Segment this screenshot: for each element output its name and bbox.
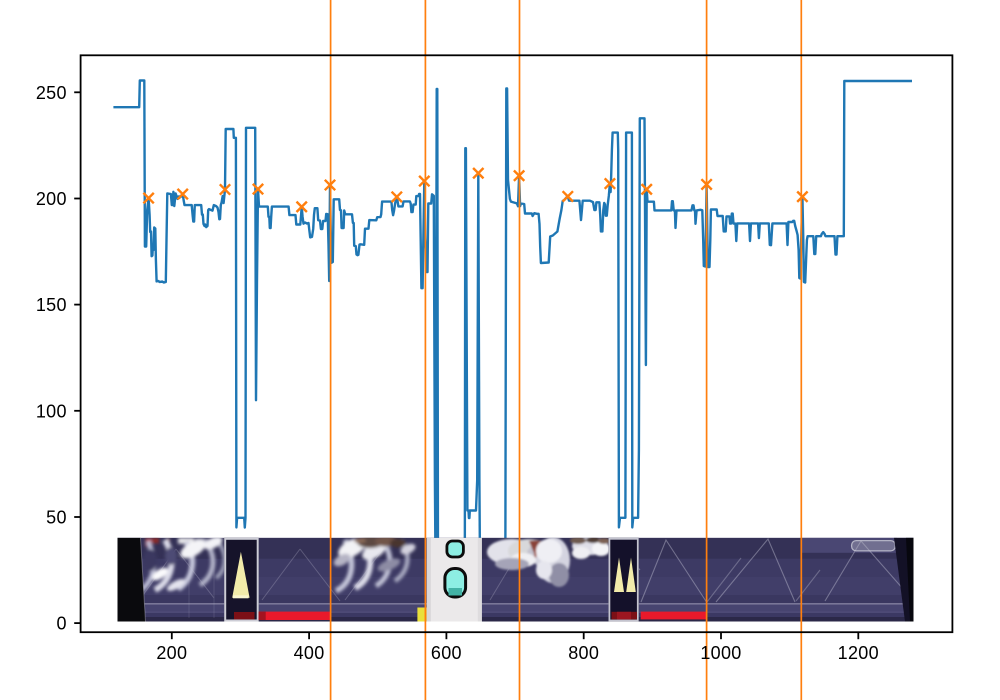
svg-text:100: 100 xyxy=(36,401,67,421)
svg-text:150: 150 xyxy=(36,295,67,315)
svg-text:0: 0 xyxy=(56,614,66,634)
svg-text:1200: 1200 xyxy=(838,643,879,663)
svg-text:200: 200 xyxy=(36,189,67,209)
svg-text:800: 800 xyxy=(568,643,599,663)
svg-text:600: 600 xyxy=(431,643,462,663)
svg-text:1000: 1000 xyxy=(700,643,741,663)
svg-text:200: 200 xyxy=(156,643,187,663)
svg-text:250: 250 xyxy=(36,83,67,103)
svg-text:50: 50 xyxy=(46,508,67,528)
svg-text:400: 400 xyxy=(294,643,325,663)
